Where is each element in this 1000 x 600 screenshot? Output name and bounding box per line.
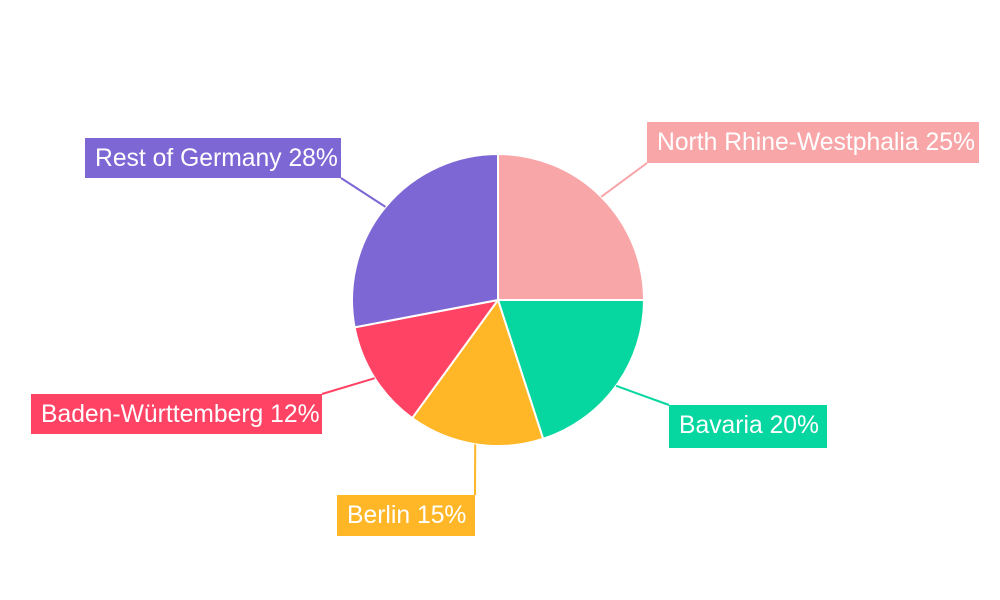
svg-text:Berlin 15%: Berlin 15% (347, 502, 466, 529)
svg-text:North Rhine-Westphalia 25%: North Rhine-Westphalia 25% (657, 129, 975, 156)
svg-text:Baden-Württemberg 12%: Baden-Württemberg 12% (41, 401, 320, 428)
svg-text:Rest of Germany 28%: Rest of Germany 28% (95, 145, 338, 172)
svg-text:Bavaria 20%: Bavaria 20% (679, 412, 819, 439)
